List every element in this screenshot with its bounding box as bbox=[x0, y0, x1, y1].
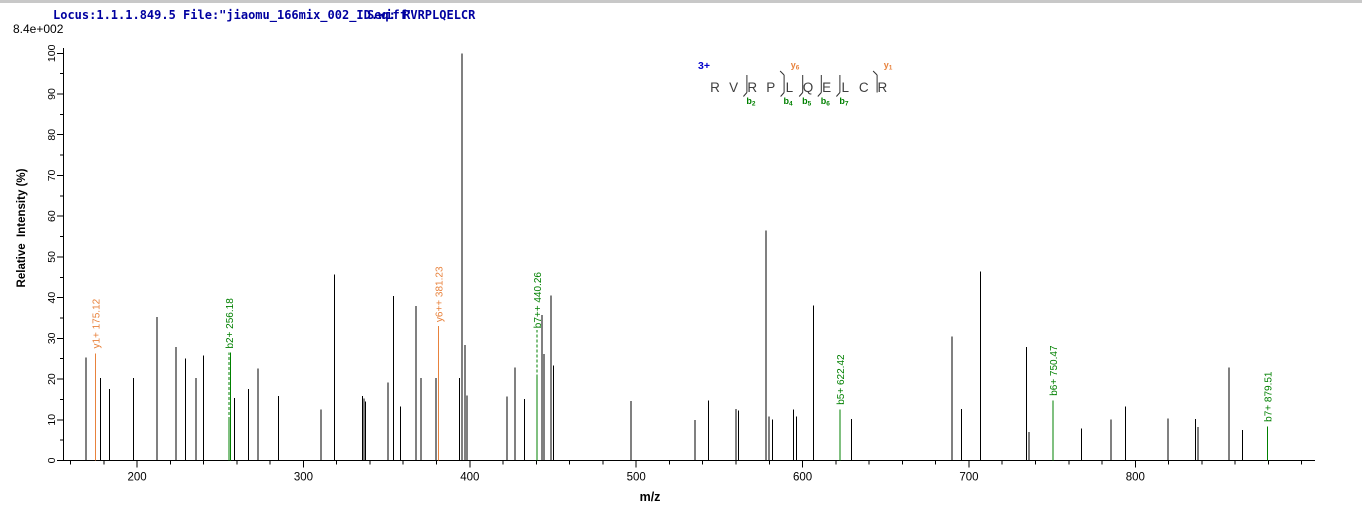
residue: R bbox=[710, 80, 720, 95]
fragment-label: b5+ 622.42 bbox=[836, 354, 847, 405]
y-tick-label: 20 bbox=[46, 373, 58, 385]
x-tick-label: 200 bbox=[127, 472, 146, 484]
x-tick-label: 300 bbox=[294, 472, 313, 484]
b-ion-hook bbox=[743, 92, 748, 97]
x-axis-title: m/z bbox=[640, 490, 661, 504]
residue: R bbox=[747, 80, 757, 95]
y-ion-hook bbox=[779, 70, 785, 76]
residue: C bbox=[859, 80, 869, 95]
x-tick-label: 800 bbox=[1126, 472, 1145, 484]
plot-generated-content: 200 300 400 500 600 700 800 0 10 20 30 40 50 60 70 80 90… bbox=[46, 44, 1315, 484]
residue: L bbox=[786, 80, 794, 95]
y-ion-label: y1 bbox=[884, 60, 893, 72]
max-intensity-label: 8.4e+002 bbox=[13, 22, 64, 36]
x-tick-label: 500 bbox=[627, 472, 646, 484]
fragment-label: b7+ 879.51 bbox=[1264, 371, 1275, 422]
fragment-label: b7++ 440.26 bbox=[533, 272, 544, 329]
fragment-label: b2+ 256.18 bbox=[225, 298, 236, 349]
fragment-label: y1+ 175.12 bbox=[92, 298, 103, 348]
y-tick-label: 100 bbox=[46, 44, 58, 62]
b-ion-label: b4 bbox=[784, 96, 794, 108]
header-sequence: Seq: RVRPLQELCR bbox=[367, 8, 476, 22]
y-tick-label: 0 bbox=[46, 457, 58, 463]
b-ion-hook bbox=[817, 92, 822, 97]
y-ion-label: y6 bbox=[791, 60, 800, 72]
header-locus: Locus:1.1.1.849.5 File:"jiaomu_166mix_00… bbox=[53, 8, 415, 22]
residue: R bbox=[878, 80, 888, 95]
residue: L bbox=[841, 80, 849, 95]
y-tick-label: 40 bbox=[46, 292, 58, 304]
y-axis-title: Relative Intensity (%) bbox=[16, 168, 28, 287]
residue: P bbox=[766, 80, 775, 95]
y-tick-label: 90 bbox=[46, 88, 58, 100]
residue: V bbox=[729, 80, 738, 95]
x-tick-label: 400 bbox=[460, 472, 479, 484]
fragment-label: b6+ 750.47 bbox=[1049, 345, 1060, 396]
b-ion-label: b5 bbox=[802, 96, 812, 108]
y-tick-label: 30 bbox=[46, 332, 58, 344]
b-ion-label: b7 bbox=[839, 96, 849, 108]
y-tick-label: 60 bbox=[46, 210, 58, 222]
y-tick-label: 10 bbox=[46, 414, 58, 426]
residue: E bbox=[822, 80, 831, 95]
fragment-label: y6++ 381.23 bbox=[435, 266, 446, 322]
y-ion-hook bbox=[872, 70, 878, 76]
b-ion-hook bbox=[780, 92, 785, 97]
y-tick-label: 50 bbox=[46, 251, 58, 263]
precursor-charge-label: 3+ bbox=[698, 60, 710, 72]
y-tick-label: 70 bbox=[46, 169, 58, 181]
window-top-border bbox=[0, 0, 1362, 3]
b-ion-hook bbox=[798, 92, 804, 97]
y-tick-label: 80 bbox=[46, 129, 58, 141]
b-ion-label: b2 bbox=[746, 96, 756, 108]
b-ion-hook bbox=[836, 92, 841, 97]
x-tick-label: 700 bbox=[959, 472, 978, 484]
x-tick-label: 600 bbox=[793, 472, 812, 484]
residue: Q bbox=[803, 80, 814, 95]
b-ion-label: b6 bbox=[821, 96, 831, 108]
